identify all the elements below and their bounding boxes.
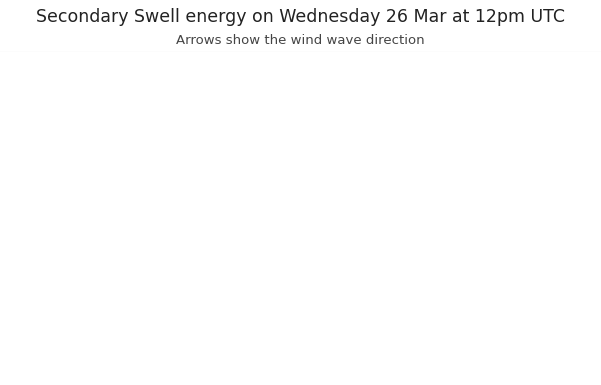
Text: Secondary Swell energy on Wednesday 26 Mar at 12pm UTC: Secondary Swell energy on Wednesday 26 M…: [36, 8, 565, 26]
Text: Arrows show the wind wave direction: Arrows show the wind wave direction: [176, 34, 425, 47]
Text: cartopy required: cartopy required: [243, 211, 358, 226]
